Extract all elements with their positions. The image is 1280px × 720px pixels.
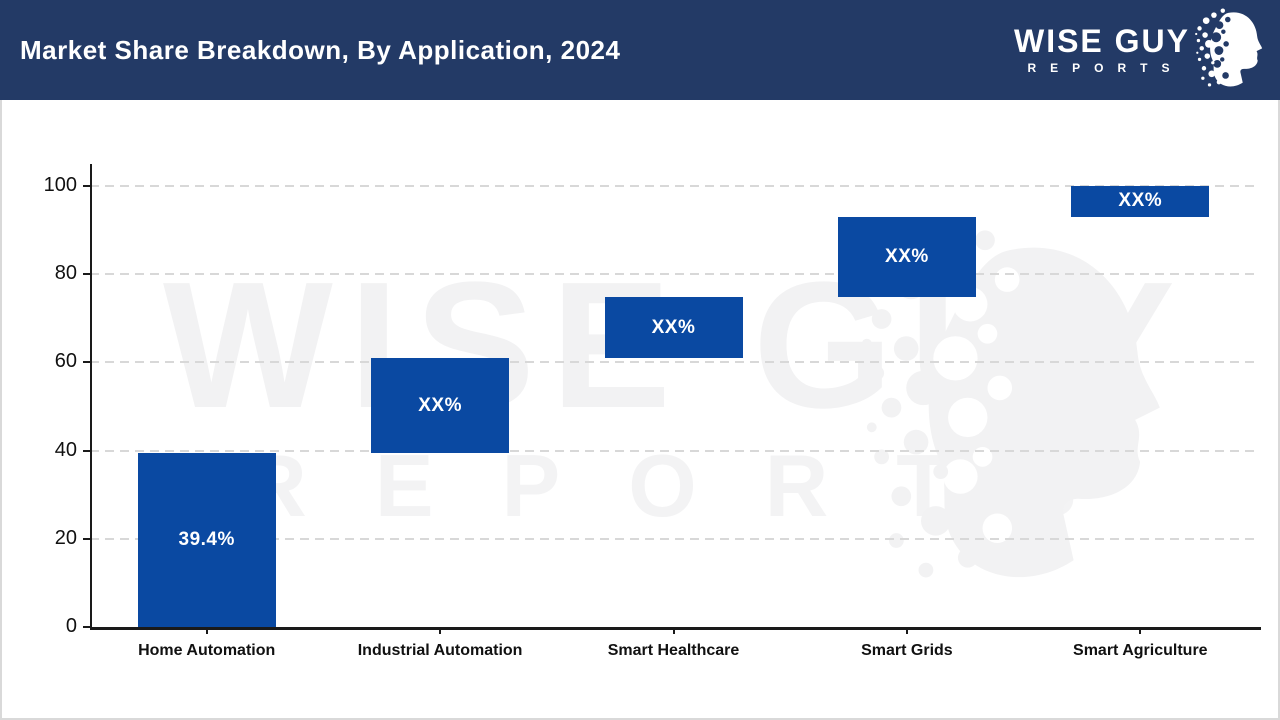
y-tick-label-100: 100 (43, 174, 77, 196)
y-tick-mark (83, 626, 90, 628)
y-tick-mark (83, 361, 90, 364)
y-tick-mark (83, 185, 90, 187)
header-bar: Market Share Breakdown, By Application, … (0, 0, 1280, 100)
chart-bar-home-automation: 39.4% (137, 453, 276, 627)
y-axis-line (90, 164, 92, 629)
chart-bar-smart-grids: XX% (837, 216, 976, 298)
plot-area: 0 20 40 60 80 100 39.4% Home Automation XX% Indus… (2, 100, 1278, 718)
chart-bar-smart-healthcare: XX% (604, 297, 743, 358)
y-tick-label-20: 20 (54, 526, 77, 549)
x-tick-mark (672, 627, 675, 634)
gridline-80 (90, 273, 1257, 276)
y-tick-mark (83, 273, 90, 276)
page-title: Market Share Breakdown, By Application, … (20, 34, 621, 65)
x-tick-label-industrial-automation: Industrial Automation (357, 642, 523, 659)
y-tick-label-40: 40 (54, 438, 77, 461)
dotted-head-profile-icon (1194, 8, 1266, 92)
bar-value-label: XX% (1118, 190, 1163, 212)
x-axis-line (90, 627, 1261, 630)
x-tick-label-smart-healthcare: Smart Healthcare (607, 642, 740, 659)
y-tick-mark (83, 449, 90, 452)
bar-value-label: 39.4% (178, 529, 235, 551)
y-tick-label-60: 60 (54, 350, 77, 373)
x-tick-mark (1139, 627, 1142, 634)
logo-subtitle: REPORTS (1027, 61, 1184, 75)
chart-bar-industrial-automation: XX% (371, 357, 510, 454)
x-tick-mark (205, 627, 208, 634)
bar-value-label: XX% (885, 245, 929, 267)
gridline-100 (90, 185, 1257, 187)
y-tick-label-0: 0 (65, 615, 77, 637)
gridline-40 (90, 449, 1257, 452)
x-tick-label-smart-agriculture: Smart Agriculture (1073, 642, 1208, 659)
gridline-60 (90, 361, 1257, 364)
x-tick-mark (905, 627, 908, 634)
x-tick-label-home-automation: Home Automation (138, 642, 276, 659)
bar-value-label: XX% (418, 394, 462, 416)
wise-guy-reports-logo: WISE GUY REPORTS (1014, 8, 1266, 92)
logo-text: WISE GUY REPORTS (1014, 24, 1190, 76)
x-tick-mark (439, 627, 442, 634)
y-tick-label-80: 80 (54, 262, 77, 285)
y-tick-mark (83, 537, 90, 540)
bar-value-label: XX% (651, 316, 696, 338)
logo-wordmark: WISE GUY (1013, 23, 1190, 59)
chart-bar-smart-agriculture: XX% (1071, 186, 1210, 217)
chart-canvas: WISE GUY REPORTS 0 20 40 60 80 100 39.4% Home A… (0, 100, 1280, 720)
gridline-20 (90, 537, 1257, 540)
x-tick-label-smart-grids: Smart Grids (861, 642, 953, 659)
